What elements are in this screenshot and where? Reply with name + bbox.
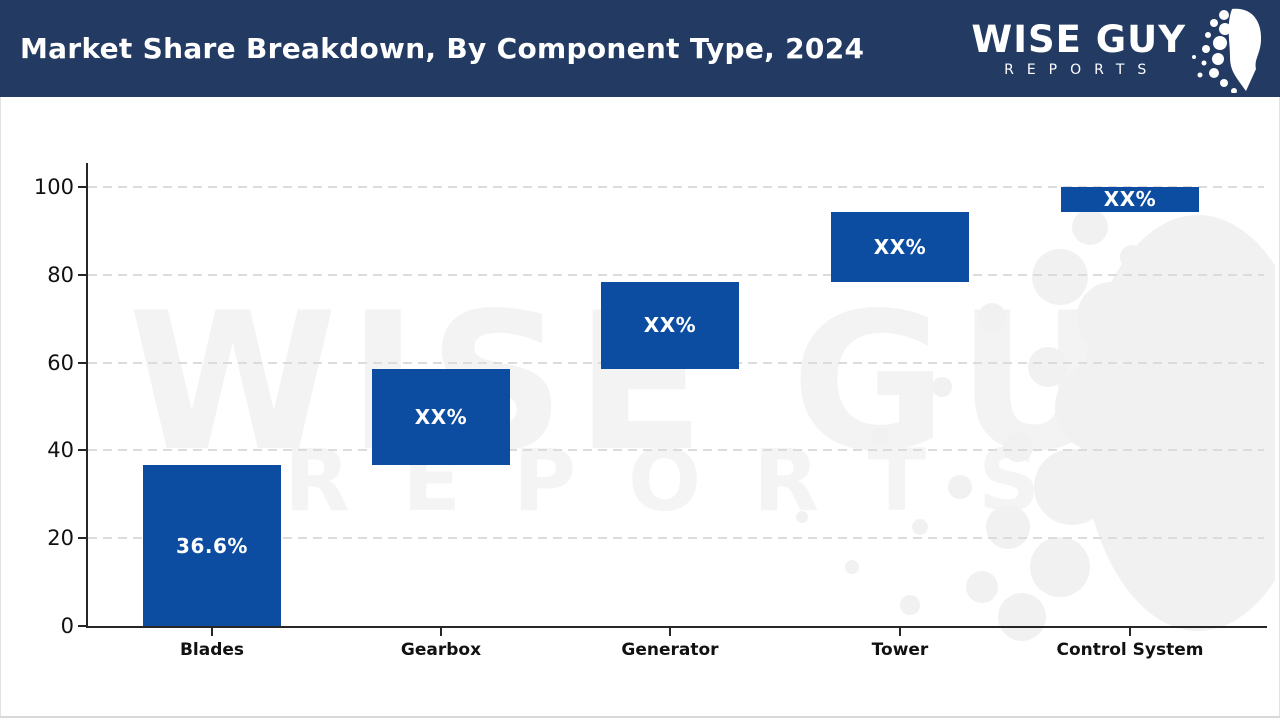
y-tick-80	[78, 273, 86, 276]
y-tick-20	[78, 537, 86, 540]
page-title: Market Share Breakdown, By Component Typ…	[20, 32, 865, 65]
logo-face-dots-icon	[1192, 8, 1262, 93]
y-tick-label-80: 80	[47, 262, 74, 287]
y-tick-0	[78, 625, 86, 627]
bar-value-label-gearbox: XX%	[414, 405, 468, 430]
gridline-100	[88, 186, 1264, 188]
y-tick-label-60: 60	[47, 350, 74, 375]
logo-wordmark: WISE GUY	[971, 17, 1186, 61]
y-axis	[86, 163, 88, 628]
bar-value-label-tower: XX%	[873, 234, 927, 259]
y-tick-label-40: 40	[47, 438, 74, 463]
x-tick-tower	[899, 628, 901, 636]
bar-value-label-control-system: XX%	[1103, 187, 1157, 212]
x-axis-label-tower: Tower	[871, 640, 929, 660]
logo-subtitle: REPORTS	[1004, 61, 1160, 78]
bar-control-system: XX%	[1061, 187, 1199, 212]
bar-value-label-blades: 36.6%	[176, 533, 248, 558]
x-tick-generator	[669, 628, 671, 636]
gridline-40	[88, 449, 1264, 452]
logo-text: WISE GUY REPORTS	[971, 21, 1186, 77]
bar-generator: XX%	[601, 282, 739, 369]
bar-tower: XX%	[831, 211, 969, 283]
x-tick-control-system	[1129, 628, 1131, 636]
x-tick-gearbox	[440, 628, 442, 636]
x-axis	[86, 626, 1267, 628]
bar-gearbox: XX%	[372, 368, 510, 466]
bar-blades: 36.6%	[143, 465, 281, 626]
x-tick-blades	[211, 628, 213, 636]
gridline-20	[88, 537, 1264, 540]
wise-guy-logo: WISE GUY REPORTS	[971, 5, 1266, 93]
x-axis-label-control-system: Control System	[1056, 640, 1204, 660]
y-tick-60	[78, 361, 86, 364]
y-tick-100	[78, 186, 86, 188]
bar-value-label-generator: XX%	[643, 313, 697, 338]
x-axis-label-generator: Generator	[621, 640, 719, 660]
y-tick-label-0: 0	[60, 614, 74, 638]
x-axis-label-blades: Blades	[179, 640, 245, 660]
y-tick-40	[78, 449, 86, 452]
x-axis-label-gearbox: Gearbox	[400, 640, 482, 660]
header-band: Market Share Breakdown, By Component Typ…	[0, 0, 1280, 97]
y-tick-label-20: 20	[47, 526, 74, 551]
footer-line	[0, 716, 1280, 718]
watermark-face-dots-icon	[796, 191, 1275, 641]
y-tick-label-100: 100	[33, 175, 74, 199]
gridline-80	[88, 273, 1264, 276]
